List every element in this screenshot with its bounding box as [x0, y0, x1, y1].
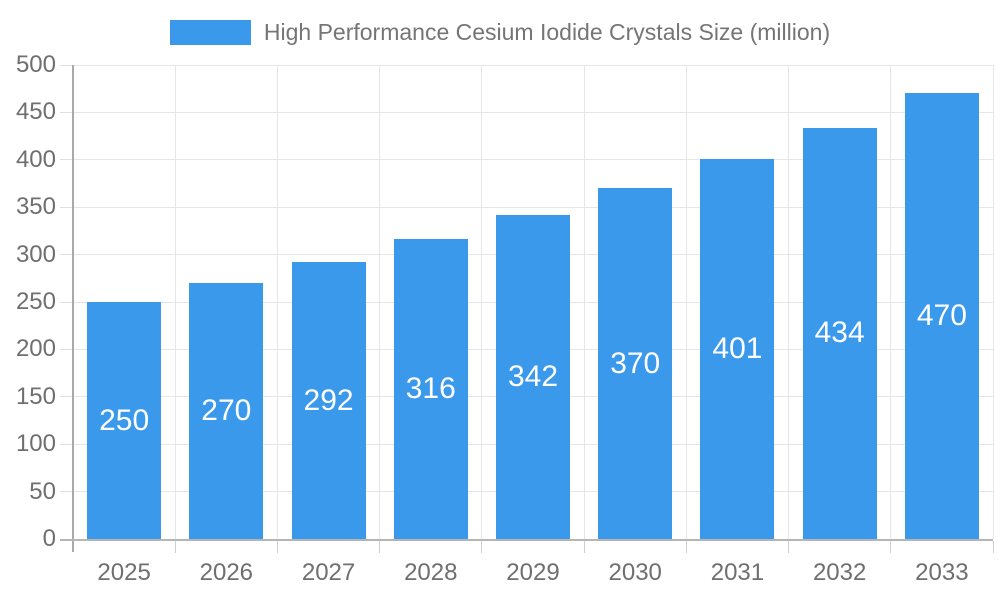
y-gridline	[73, 159, 993, 161]
y-axis-label: 50	[29, 477, 56, 505]
x-gridline	[583, 65, 585, 539]
x-tick	[379, 541, 381, 553]
y-axis-label: 0	[42, 525, 56, 552]
y-tick	[60, 491, 73, 493]
x-axis-label: 2029	[506, 559, 560, 586]
y-tick	[60, 301, 73, 303]
y-tick	[60, 348, 73, 350]
y-tick	[60, 111, 73, 113]
x-tick	[788, 541, 790, 553]
x-gridline	[379, 65, 381, 539]
y-gridline	[73, 206, 993, 208]
x-gridline	[276, 65, 278, 539]
bar-value-label: 434	[814, 316, 865, 350]
y-axis-label: 300	[15, 240, 56, 268]
x-axis-label: 2028	[404, 559, 458, 586]
x-tick	[174, 541, 176, 553]
bar[interactable]	[189, 283, 264, 539]
y-axis-line	[72, 65, 74, 552]
bar-value-label: 342	[507, 359, 559, 393]
y-tick	[60, 206, 73, 208]
y-tick	[60, 64, 73, 66]
bar[interactable]	[496, 214, 570, 539]
x-tick	[992, 541, 994, 553]
x-axis-label: 2031	[710, 559, 765, 586]
bar-value-label: 292	[303, 383, 354, 417]
x-axis-label: 2033	[915, 559, 969, 586]
bar-value-label: 270	[201, 394, 252, 428]
bar[interactable]	[87, 302, 162, 539]
x-tick	[890, 541, 892, 553]
y-axis-label: 400	[15, 145, 56, 173]
y-tick	[60, 159, 73, 161]
bar-value-label: 370	[610, 346, 661, 380]
x-gridline	[481, 65, 483, 539]
x-gridline	[890, 65, 892, 539]
y-tick	[60, 396, 73, 398]
x-gridline	[685, 65, 687, 539]
x-axis-label: 2026	[199, 559, 254, 586]
y-axis-label: 500	[15, 51, 56, 78]
x-tick	[276, 541, 278, 553]
y-axis-label: 200	[15, 335, 56, 363]
x-axis-baseline	[60, 539, 993, 541]
x-axis-label: 2027	[301, 559, 356, 586]
y-axis-label: 450	[15, 98, 56, 126]
bar[interactable]	[700, 158, 775, 539]
bar[interactable]	[291, 262, 366, 539]
y-axis-label: 350	[15, 193, 56, 221]
x-tick	[583, 541, 585, 553]
x-axis-label: 2032	[812, 559, 867, 586]
y-gridline	[73, 64, 993, 66]
bar[interactable]	[904, 93, 979, 539]
x-gridline	[992, 65, 994, 539]
y-axis-label: 150	[15, 382, 56, 410]
y-axis-label: 100	[15, 430, 56, 458]
bar[interactable]	[598, 188, 673, 539]
x-axis-label: 2025	[97, 559, 151, 586]
bar-value-label: 401	[712, 331, 763, 365]
bar-value-label: 470	[916, 299, 967, 333]
y-gridline	[73, 111, 993, 113]
x-tick	[481, 541, 483, 553]
bar-value-label: 316	[405, 372, 456, 406]
legend-label: High Performance Cesium Iodide Crystals …	[263, 18, 831, 45]
legend[interactable]: High Performance Cesium Iodide Crystals …	[0, 17, 1000, 47]
x-axis-label: 2030	[608, 559, 662, 586]
x-gridline	[788, 65, 790, 539]
y-tick	[60, 443, 73, 445]
legend-swatch-icon	[169, 19, 251, 45]
y-tick	[60, 254, 73, 256]
bar[interactable]	[393, 239, 468, 539]
x-gridline	[174, 65, 176, 539]
x-tick	[685, 541, 687, 553]
y-axis-label: 250	[15, 288, 56, 315]
bar[interactable]	[802, 127, 877, 539]
bar-value-label: 250	[99, 403, 150, 437]
